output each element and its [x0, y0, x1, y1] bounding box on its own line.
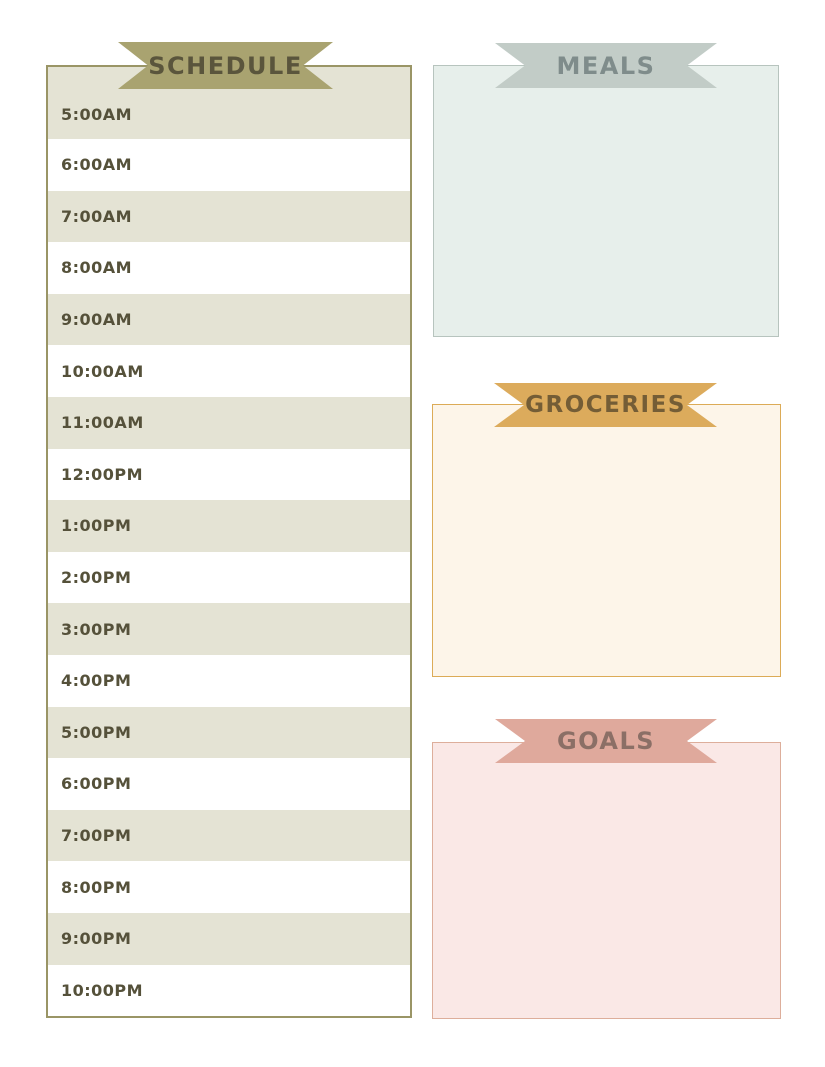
- time-label: 10:00AM: [61, 361, 144, 381]
- schedule-row: 7:00PM: [48, 809, 410, 862]
- time-label: 8:00AM: [61, 258, 133, 278]
- schedule-row: 5:00PM: [48, 706, 410, 759]
- time-label: 7:00AM: [61, 206, 133, 226]
- schedule-row: 8:00PM: [48, 861, 410, 913]
- meals-banner: MEALS: [495, 43, 717, 88]
- schedule-row: 6:00AM: [48, 139, 410, 191]
- time-label: 9:00PM: [61, 929, 132, 949]
- time-label: 1:00PM: [61, 516, 132, 536]
- schedule-row: 6:00PM: [48, 758, 410, 810]
- meals-notes-area: [433, 65, 779, 337]
- time-label: 2:00PM: [61, 568, 132, 588]
- time-label: 8:00PM: [61, 877, 132, 897]
- groceries-banner: GROCERIES: [494, 383, 717, 427]
- time-label: 9:00AM: [61, 310, 133, 330]
- schedule-banner-label: SCHEDULE: [148, 51, 303, 80]
- time-label: 10:00PM: [61, 980, 144, 1000]
- goals-banner-label: GOALS: [556, 727, 656, 755]
- time-label: 5:00AM: [61, 104, 133, 124]
- schedule-row: 9:00AM: [48, 293, 410, 346]
- schedule-row: 11:00AM: [48, 396, 410, 449]
- goals-banner: GOALS: [495, 719, 717, 763]
- schedule-row: 12:00PM: [48, 448, 410, 501]
- groceries-banner-label: GROCERIES: [525, 392, 686, 418]
- time-label: 6:00AM: [61, 155, 133, 175]
- schedule-row: 8:00AM: [48, 242, 410, 294]
- time-label: 11:00AM: [61, 413, 144, 433]
- time-label: 4:00PM: [61, 671, 132, 691]
- schedule-banner: SCHEDULE: [118, 42, 333, 89]
- goals-notes-area: [432, 742, 781, 1019]
- groceries-notes-area: [432, 404, 781, 677]
- schedule-row: 10:00PM: [48, 964, 410, 1017]
- schedule-row: 10:00AM: [48, 345, 410, 397]
- time-label: 7:00PM: [61, 826, 132, 846]
- schedule-row: 9:00PM: [48, 912, 410, 965]
- schedule-row: 2:00PM: [48, 551, 410, 604]
- schedule-row: 7:00AM: [48, 190, 410, 243]
- time-label: 6:00PM: [61, 774, 132, 794]
- schedule-row: 3:00PM: [48, 603, 410, 655]
- schedule-box: 5:00AM 6:00AM 7:00AM 8:00AM 9:00AM 10:00AM 11:…: [46, 65, 412, 1018]
- meals-banner-label: MEALS: [556, 51, 656, 80]
- schedule-row: 4:00PM: [48, 654, 410, 707]
- time-label: 12:00PM: [61, 464, 144, 484]
- time-label: 3:00PM: [61, 619, 132, 639]
- schedule-row: 1:00PM: [48, 500, 410, 552]
- time-label: 5:00PM: [61, 722, 132, 742]
